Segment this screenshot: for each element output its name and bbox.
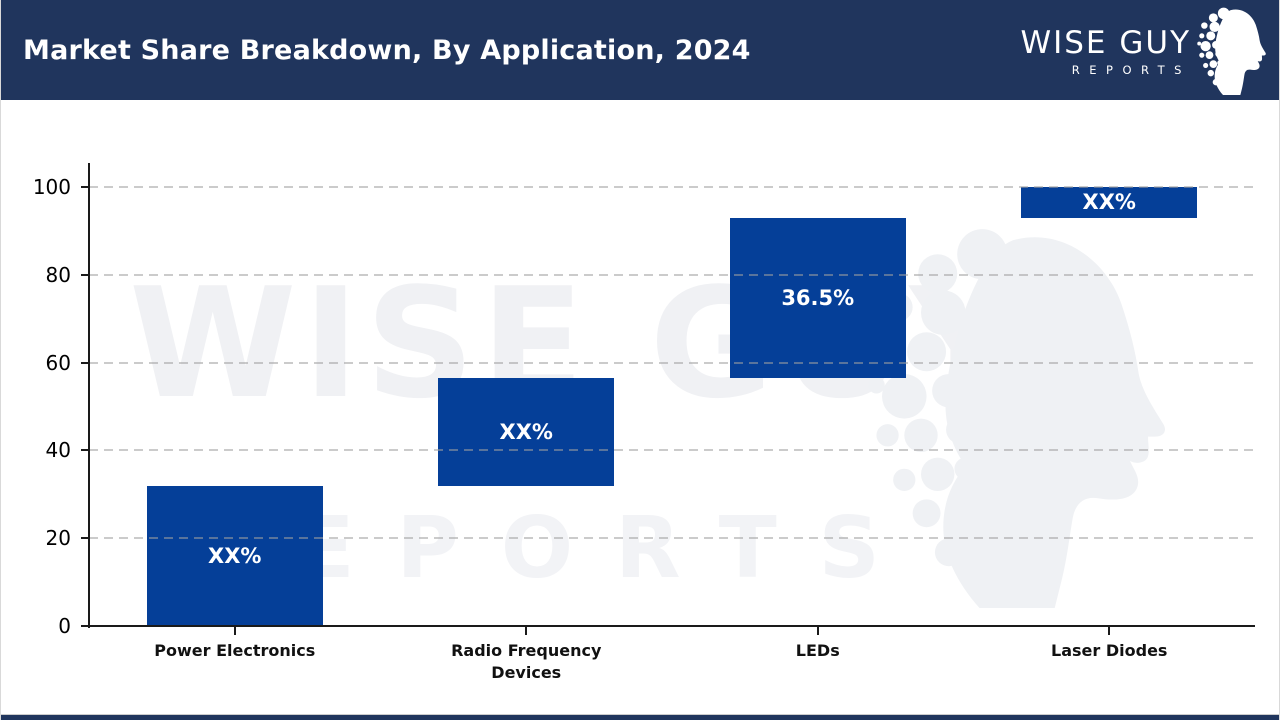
y-tick-mark bbox=[81, 361, 89, 364]
y-tick-mark bbox=[81, 449, 89, 452]
report-header: Market Share Breakdown, By Application, … bbox=[1, 0, 1279, 100]
page-title: Market Share Breakdown, By Application, … bbox=[23, 34, 751, 66]
y-tick-label: 20 bbox=[45, 526, 71, 551]
gridline-y-100 bbox=[89, 186, 1253, 188]
gridline-y-20 bbox=[89, 537, 1253, 540]
bar-value-label-radio-frequency-devices: XX% bbox=[499, 419, 553, 444]
gridline-y-40 bbox=[89, 449, 1253, 452]
y-tick-mark bbox=[81, 186, 89, 188]
y-tick-label: 80 bbox=[45, 262, 71, 287]
x-category-label-power-electronics: Power Electronics bbox=[154, 641, 316, 660]
x-tick-mark bbox=[525, 627, 528, 635]
y-tick-mark bbox=[81, 537, 89, 540]
gridline-y-80 bbox=[89, 273, 1253, 276]
wise-guy-head-icon bbox=[1197, 7, 1266, 95]
logo-text: WISE GUY REPORTS bbox=[1020, 24, 1191, 77]
x-category-label-laser-diodes: Laser Diodes bbox=[1051, 641, 1168, 660]
y-axis-line bbox=[88, 163, 90, 628]
x-category-label-leds: LEDs bbox=[795, 641, 840, 660]
y-tick-label: 60 bbox=[45, 350, 71, 375]
y-tick-mark bbox=[81, 625, 89, 627]
logo-wordmark: WISE GUY bbox=[1020, 24, 1191, 61]
bar-laser-diodes: XX% bbox=[1021, 187, 1198, 218]
y-tick-label: 40 bbox=[45, 438, 71, 463]
y-tick-label: 100 bbox=[32, 175, 71, 199]
y-tick-mark bbox=[81, 273, 89, 276]
footer-bar bbox=[1, 714, 1279, 720]
bar-power-electronics: XX% bbox=[146, 485, 323, 626]
y-tick-label: 0 bbox=[58, 614, 71, 638]
x-category-label-radio-frequency-devices: Radio Frequency Devices bbox=[451, 641, 602, 682]
wise-guy-logo: WISE GUY REPORTS bbox=[1020, 5, 1271, 95]
x-tick-mark bbox=[233, 627, 236, 635]
bar-value-label-laser-diodes: XX% bbox=[1082, 190, 1136, 215]
x-tick-mark bbox=[1108, 627, 1111, 635]
bar-value-label-power-electronics: XX% bbox=[208, 543, 262, 568]
bar-leds: 36.5% bbox=[729, 217, 906, 378]
gridline-y-60 bbox=[89, 361, 1253, 364]
x-tick-mark bbox=[816, 627, 819, 635]
logo-subtitle: REPORTS bbox=[1071, 62, 1191, 77]
x-axis-line bbox=[88, 625, 1255, 627]
bar-radio-frequency-devices: XX% bbox=[438, 377, 615, 486]
bar-value-label-leds: 36.5% bbox=[781, 285, 855, 310]
